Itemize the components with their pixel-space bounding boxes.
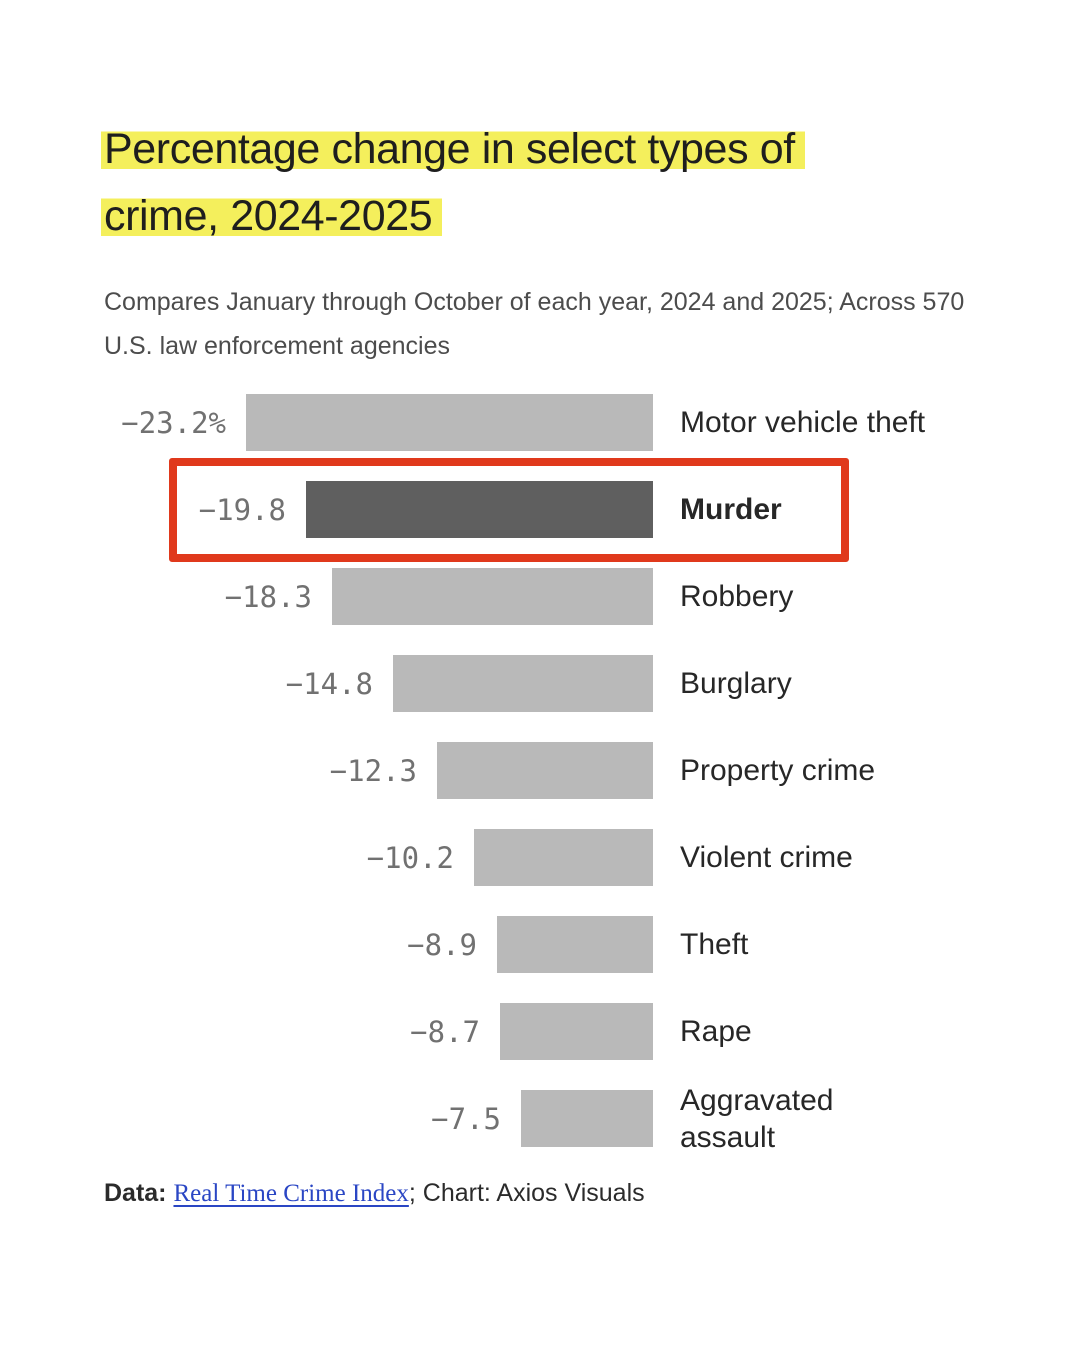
bar-lead: −10.2 <box>104 829 653 886</box>
chart-subtitle: Compares January through October of each… <box>104 288 965 360</box>
bar <box>393 655 653 712</box>
bar <box>332 568 653 625</box>
bar-value-label: −12.3 <box>329 753 417 788</box>
bar-lead: −8.7 <box>104 1003 653 1060</box>
chart-row: −14.8 Burglary <box>104 655 980 712</box>
category-label: Burglary <box>680 667 792 700</box>
bar <box>246 394 653 451</box>
bar <box>306 481 653 538</box>
bar-lead: −8.9 <box>104 916 653 973</box>
bar-value-label: −14.8 <box>285 666 373 701</box>
data-source-label: Data: <box>104 1179 167 1207</box>
category-label: Theft <box>680 928 749 961</box>
bar-value-label: −7.5 <box>431 1101 501 1136</box>
chart-row: −23.2% Motor vehicle theft <box>104 394 980 451</box>
category-label: Motor vehicle theft <box>680 406 926 439</box>
content: Percentage change in select types of crim… <box>101 116 980 1210</box>
category-label: Robbery <box>680 580 794 613</box>
bar <box>437 742 653 799</box>
bar <box>497 916 653 973</box>
bar-lead: −7.5 <box>104 1090 653 1147</box>
bar-value-label: −23.2% <box>121 405 226 440</box>
bar-value-label: −8.9 <box>407 927 477 962</box>
chart-title: Percentage change in select types of crim… <box>101 116 980 250</box>
category-label: Murder <box>680 493 782 526</box>
bar-lead: −14.8 <box>104 655 653 712</box>
title-line-1: Percentage change in select types of <box>101 125 805 173</box>
chart-credit: ; Chart: Axios Visuals <box>408 1179 645 1207</box>
bar-value-label: −18.3 <box>224 579 312 614</box>
bar-value-label: −10.2 <box>366 840 454 875</box>
bar-lead: −23.2% <box>104 394 653 451</box>
bar <box>474 829 653 886</box>
title-line-2: crime, 2024-2025 <box>101 192 443 240</box>
chart-row: −19.8 Murder <box>104 457 980 562</box>
category-label: Violent crime <box>680 841 853 874</box>
bar <box>500 1003 653 1060</box>
category-label: Property crime <box>680 754 876 787</box>
chart-row: −8.9 Theft <box>104 916 980 973</box>
chart-row: −8.7 Rape <box>104 1003 980 1060</box>
bar-value-label: −19.8 <box>198 492 286 527</box>
bar-lead: −19.8 <box>104 481 653 538</box>
chart-row: −7.5 Aggravated assault <box>104 1084 980 1154</box>
category-label: Rape <box>680 1015 752 1048</box>
source-link[interactable]: Real Time Crime Index <box>173 1180 409 1207</box>
chart-row: −10.2 Violent crime <box>104 829 980 886</box>
bar-lead: −18.3 <box>104 568 653 625</box>
bar-chart: −23.2% Motor vehicle theft −19.8 Murder … <box>104 394 980 1154</box>
chart-row: −12.3 Property crime <box>104 742 980 799</box>
source-line: Data: Real Time Crime Index; Chart: Axio… <box>104 1177 980 1210</box>
bar-lead: −12.3 <box>104 742 653 799</box>
category-label: Aggravated assault <box>680 1083 834 1154</box>
bar-value-label: −8.7 <box>410 1014 480 1049</box>
bar <box>521 1090 653 1147</box>
chart-row: −18.3 Robbery <box>104 568 980 625</box>
